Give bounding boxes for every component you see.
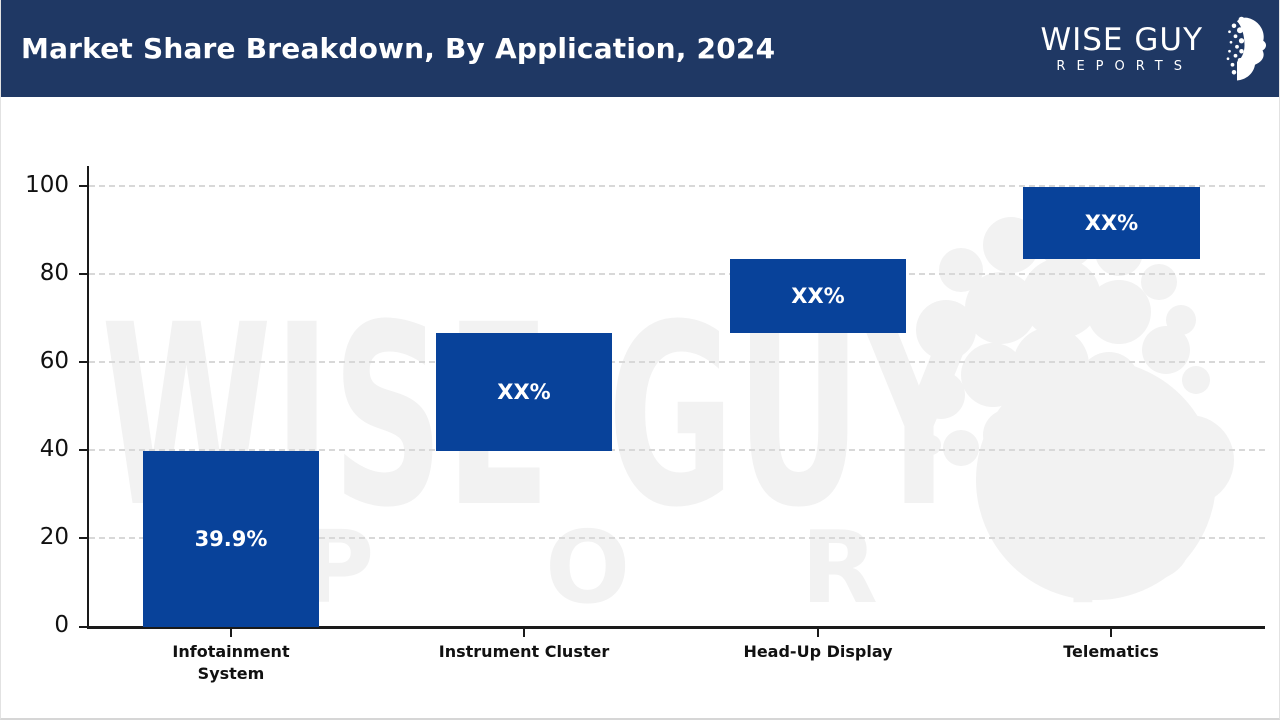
y-tick: [79, 626, 87, 628]
bar-head-up-display: XX%: [730, 259, 906, 333]
x-label-head-up-display: Head-Up Display: [743, 642, 893, 661]
x-tick: [1110, 629, 1112, 637]
bar-instrument-cluster: XX%: [436, 333, 612, 451]
bar-value-label: XX%: [791, 284, 845, 308]
y-tick-label: 20: [39, 524, 69, 550]
x-label-telematics: Telematics: [1063, 642, 1159, 661]
y-tick: [79, 361, 87, 363]
x-label-instrument-cluster: Instrument Cluster: [438, 642, 610, 661]
wiseguy-logo: WISE GUY REPORTS: [1040, 6, 1267, 92]
x-label-infotainment-system: Infotainment System: [172, 642, 290, 683]
gridline-80: [89, 273, 1265, 275]
y-tick-label: 40: [39, 436, 69, 462]
y-axis-line: [87, 166, 89, 628]
y-tick-label: 0: [54, 612, 69, 638]
bar-telematics: XX%: [1023, 187, 1200, 259]
logo-subtext: REPORTS: [1056, 58, 1194, 74]
chart-title: Market Share Breakdown, By Application, …: [21, 32, 776, 65]
y-tick: [79, 185, 87, 187]
x-axis-line: [87, 626, 1265, 629]
gridline-20: [89, 537, 1265, 539]
gridline-40: [89, 449, 1265, 451]
bar-value-label: XX%: [1084, 211, 1139, 235]
x-tick: [523, 629, 525, 637]
y-tick: [79, 273, 87, 275]
bar-value-label: 39.9%: [194, 527, 268, 551]
bar-infotainment-system: 39.9%: [143, 451, 319, 627]
x-tick: [817, 629, 819, 637]
gridline-60: [89, 361, 1265, 363]
logo-text: WISE GUY REPORTS: [1040, 24, 1203, 74]
logo-head-icon: [1226, 16, 1267, 81]
y-tick-label: 60: [39, 348, 69, 374]
y-tick: [79, 537, 87, 539]
y-tick: [79, 449, 87, 451]
y-tick-label: 100: [25, 172, 69, 198]
x-tick: [230, 629, 232, 637]
y-tick-label: 80: [39, 260, 69, 286]
gridline-100: [89, 185, 1265, 187]
bar-value-label: XX%: [497, 380, 551, 404]
logo-wordmark: WISE GUY: [1040, 22, 1203, 59]
header-bar: Market Share Breakdown, By Application, …: [1, 0, 1279, 97]
